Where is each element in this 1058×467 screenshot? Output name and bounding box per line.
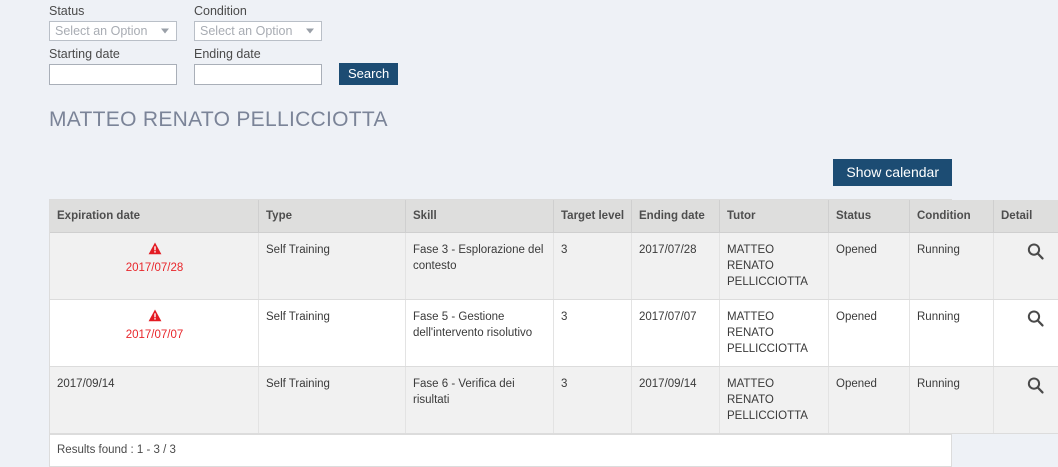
column-header-expiration-date[interactable]: Expiration date (50, 200, 259, 233)
ending-date-label: Ending date (194, 47, 322, 62)
condition-field-group: Condition Select an Option (194, 4, 322, 41)
table-results-footer: Results found : 1 - 3 / 3 (50, 434, 951, 466)
training-table: Expiration date Type Skill Target level … (50, 200, 1058, 434)
ending-date-input[interactable] (194, 64, 322, 85)
table-header: Expiration date Type Skill Target level … (50, 200, 1058, 233)
cell-detail[interactable] (994, 233, 1058, 300)
column-header-detail[interactable]: Detail (994, 200, 1058, 233)
cell-tutor: MATTEO RENATO PELLICCIOTTA (720, 300, 829, 367)
cell-condition: Running (910, 367, 994, 434)
column-header-ending-date[interactable]: Ending date (632, 200, 720, 233)
column-header-skill[interactable]: Skill (406, 200, 554, 233)
column-header-tutor[interactable]: Tutor (720, 200, 829, 233)
column-header-target-level[interactable]: Target level (554, 200, 632, 233)
status-label: Status (49, 4, 177, 19)
condition-select-value: Select an Option (195, 24, 292, 38)
column-header-type[interactable]: Type (259, 200, 406, 233)
cell-skill: Fase 5 - Gestione dell'intervento risolu… (406, 300, 554, 367)
chevron-down-icon (161, 29, 169, 34)
show-calendar-button[interactable]: Show calendar (833, 159, 952, 186)
magnifier-icon[interactable] (1026, 376, 1045, 395)
filter-row-dates: Starting date Ending date Search (49, 47, 969, 85)
cell-type: Self Training (259, 300, 406, 367)
cell-tutor: MATTEO RENATO PELLICCIOTTA (720, 367, 829, 434)
cell-target-level: 3 (554, 233, 632, 300)
cell-expiration-date: 2017/09/14 (50, 367, 259, 434)
expiration-date-value: 2017/07/28 (57, 260, 252, 276)
table-header-row: Expiration date Type Skill Target level … (50, 200, 1058, 233)
cell-status: Opened (829, 300, 910, 367)
status-select-value: Select an Option (50, 24, 147, 38)
cell-detail[interactable] (994, 300, 1058, 367)
starting-date-label: Starting date (49, 47, 177, 62)
starting-date-input[interactable] (49, 64, 177, 85)
page-root: Status Select an Option Condition Select… (0, 0, 1058, 427)
cell-ending-date: 2017/09/14 (632, 367, 720, 434)
page-title: MATTEO RENATO PELLICCIOTTA (49, 108, 388, 132)
cell-expiration-date-expired: 2017/07/07 (50, 300, 259, 367)
chevron-down-icon (306, 29, 314, 34)
calendar-button-container: Show calendar (0, 159, 952, 186)
warning-triangle-icon (148, 242, 162, 255)
cell-tutor: MATTEO RENATO PELLICCIOTTA (720, 233, 829, 300)
warning-triangle-icon (148, 309, 162, 322)
filter-row-selects: Status Select an Option Condition Select… (49, 4, 969, 41)
condition-select[interactable]: Select an Option (194, 21, 322, 41)
cell-target-level: 3 (554, 367, 632, 434)
cell-ending-date: 2017/07/28 (632, 233, 720, 300)
search-filter-form: Status Select an Option Condition Select… (49, 4, 969, 85)
cell-status: Opened (829, 367, 910, 434)
column-header-status[interactable]: Status (829, 200, 910, 233)
cell-type: Self Training (259, 233, 406, 300)
column-header-condition[interactable]: Condition (910, 200, 994, 233)
cell-target-level: 3 (554, 300, 632, 367)
cell-type: Self Training (259, 367, 406, 434)
cell-condition: Running (910, 300, 994, 367)
cell-skill: Fase 6 - Verifica dei risultati (406, 367, 554, 434)
status-field-group: Status Select an Option (49, 4, 177, 41)
cell-ending-date: 2017/07/07 (632, 300, 720, 367)
magnifier-icon[interactable] (1026, 242, 1045, 261)
expiration-date-value: 2017/07/07 (57, 327, 252, 343)
cell-skill: Fase 3 - Esplorazione del contesto (406, 233, 554, 300)
search-button[interactable]: Search (339, 63, 398, 85)
status-select[interactable]: Select an Option (49, 21, 177, 41)
cell-condition: Running (910, 233, 994, 300)
cell-expiration-date-expired: 2017/07/28 (50, 233, 259, 300)
cell-status: Opened (829, 233, 910, 300)
cell-detail[interactable] (994, 367, 1058, 434)
expiration-date-value: 2017/09/14 (57, 376, 252, 392)
ending-date-field-group: Ending date (194, 47, 322, 85)
magnifier-icon[interactable] (1026, 309, 1045, 328)
condition-label: Condition (194, 4, 322, 19)
starting-date-field-group: Starting date (49, 47, 177, 85)
